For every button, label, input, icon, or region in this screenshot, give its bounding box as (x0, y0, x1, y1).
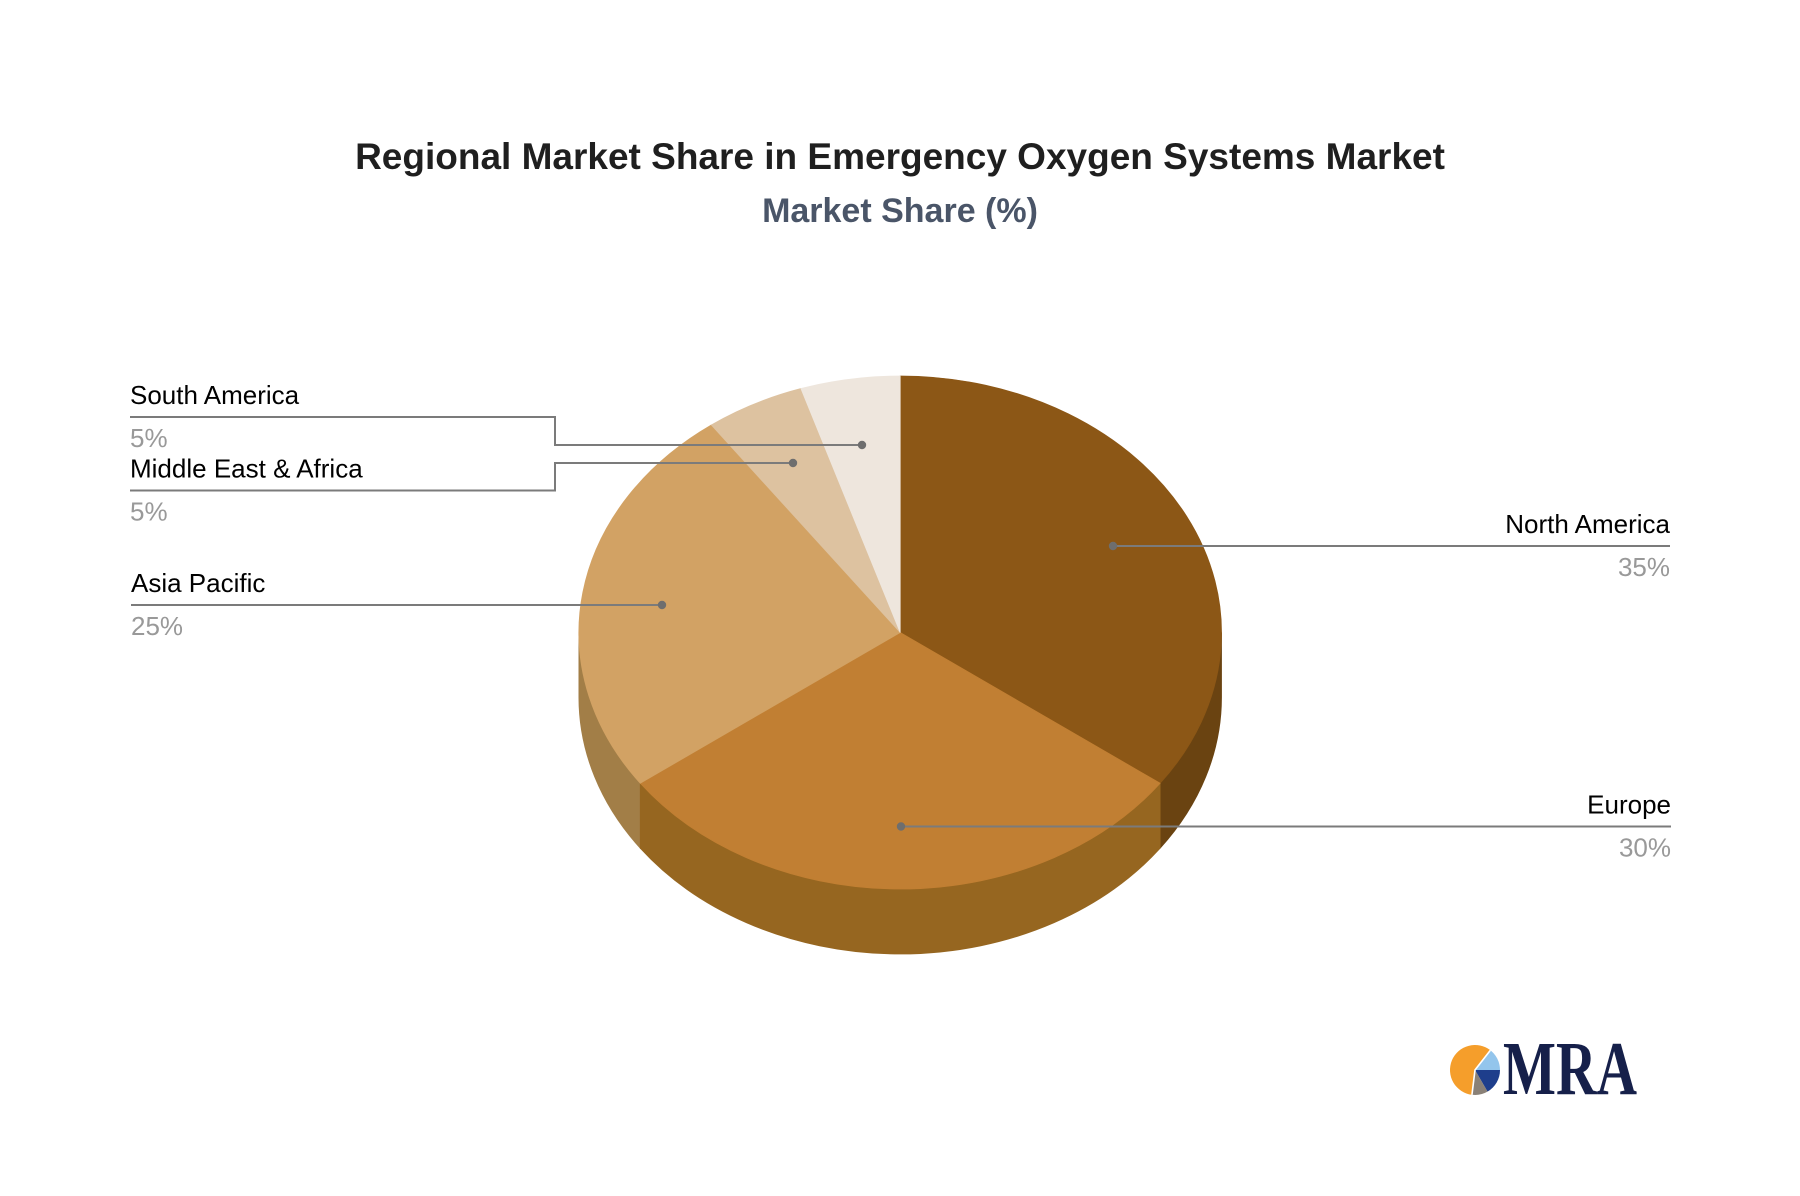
svg-text:South America: South America (130, 380, 300, 410)
svg-text:5%: 5% (130, 497, 168, 527)
svg-text:MRA: MRA (1503, 1027, 1637, 1111)
svg-text:Europe: Europe (1587, 790, 1671, 820)
svg-text:Regional Market Share in Emerg: Regional Market Share in Emergency Oxyge… (355, 136, 1445, 177)
svg-text:Middle East & Africa: Middle East & Africa (130, 454, 363, 484)
svg-text:5%: 5% (130, 423, 168, 453)
svg-text:Asia Pacific: Asia Pacific (131, 568, 265, 598)
svg-text:35%: 35% (1618, 552, 1670, 582)
svg-text:25%: 25% (131, 611, 183, 641)
svg-text:North America: North America (1505, 509, 1670, 539)
svg-text:30%: 30% (1619, 833, 1671, 863)
svg-text:Market Share (%): Market Share (%) (762, 192, 1038, 230)
